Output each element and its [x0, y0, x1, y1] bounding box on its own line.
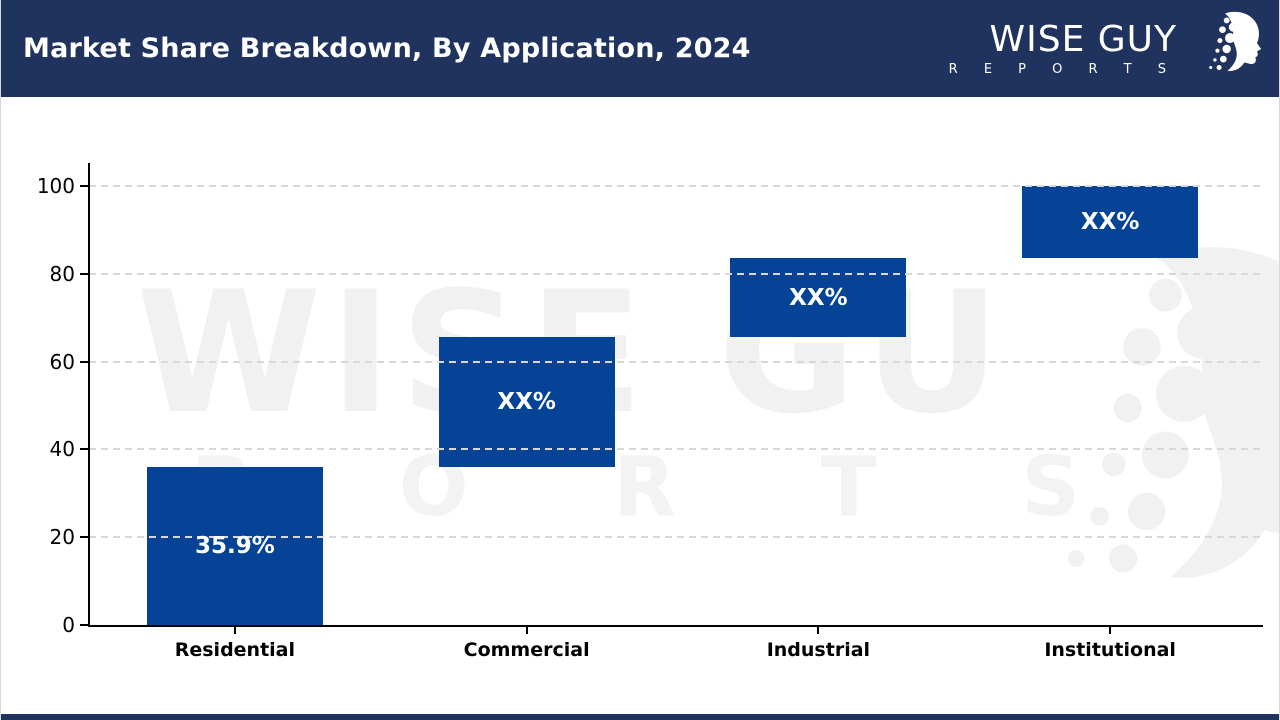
x-tick-commercial — [525, 625, 528, 634]
gridline-40 — [89, 448, 1263, 451]
y-tick-label-80: 80 — [49, 261, 75, 286]
y-tick-label-40: 40 — [49, 437, 75, 462]
watermark-subtitle: R O R T S — [191, 440, 1139, 535]
bar-residential — [146, 467, 323, 625]
logo-text: WISE GUY R E P O R T S — [945, 18, 1177, 77]
x-tick-institutional — [1109, 625, 1112, 634]
bar-value-label-institutional: XX% — [1080, 209, 1140, 236]
x-tick-industrial — [817, 625, 820, 634]
x-tick-label-commercial: Commercial — [463, 639, 590, 661]
y-tick-40 — [80, 448, 89, 451]
logo-subtitle: R E P O R T S — [948, 61, 1177, 77]
watermark-face-icon — [1067, 247, 1279, 578]
gridline-60 — [89, 360, 1263, 363]
gridline-20 — [89, 536, 1263, 539]
x-tick-label-industrial: Industrial — [766, 639, 871, 661]
x-axis-line — [88, 625, 1263, 627]
y-tick-label-100: 100 — [36, 174, 75, 198]
bar-value-label-commercial: XX% — [497, 389, 556, 416]
footer-strip — [1, 714, 1279, 720]
page-title: Market Share Breakdown, By Application, … — [23, 33, 751, 64]
y-tick-label-0: 0 — [62, 613, 75, 637]
y-tick-label-60: 60 — [49, 349, 75, 374]
y-tick-100 — [80, 185, 89, 187]
x-tick-label-institutional: Institutional — [1044, 639, 1176, 661]
y-tick-20 — [80, 536, 89, 539]
y-tick-0 — [80, 624, 89, 626]
y-tick-60 — [80, 360, 89, 363]
x-tick-label-residential: Residential — [174, 639, 296, 661]
gridline-100 — [89, 185, 1263, 187]
bar-value-label-industrial: XX% — [789, 284, 848, 311]
bar-commercial — [438, 337, 615, 468]
logo-wordmark: WISE GUY — [989, 18, 1177, 60]
y-tick-label-20: 20 — [49, 525, 75, 550]
y-tick-80 — [80, 272, 89, 275]
gridline-80 — [89, 272, 1263, 275]
y-axis-line — [88, 163, 90, 627]
wise-guy-reports-logo: WISE GUY R E P O R T S — [945, 7, 1279, 91]
bar-industrial — [730, 258, 907, 338]
bar-value-label-residential: 35.9% — [194, 533, 275, 560]
x-tick-residential — [233, 625, 236, 634]
bar-institutional — [1022, 186, 1199, 259]
logo-face-icon — [1209, 11, 1262, 71]
header-bar: Market Share Breakdown, By Application, … — [1, 0, 1279, 97]
